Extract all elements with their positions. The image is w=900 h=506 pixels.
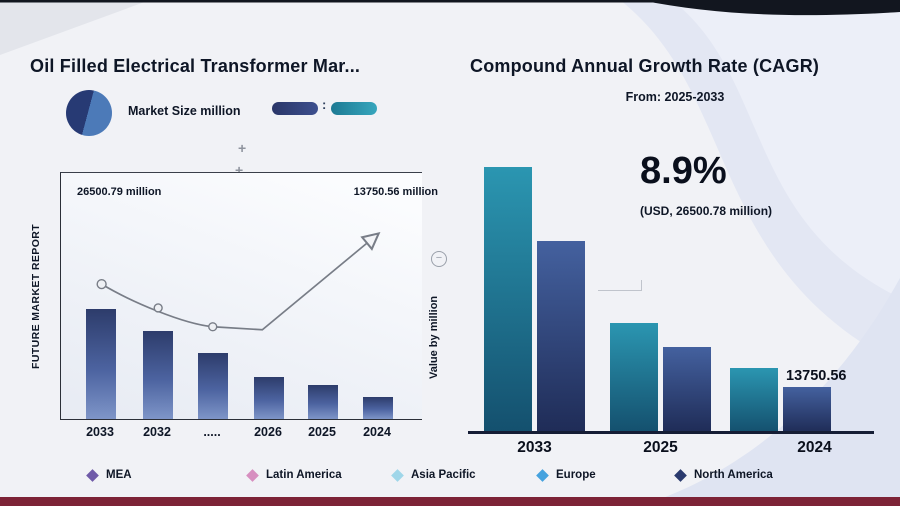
right-chart-subtitle: From: 2025-2033 <box>625 90 725 104</box>
curve-band-bottom-right <box>640 278 900 506</box>
left-x-label-2033: 2033 <box>86 425 114 439</box>
left-x-label-2026: 2026 <box>254 425 282 439</box>
plus-decoration-icon: + <box>235 162 244 178</box>
diamond-icon <box>674 468 687 482</box>
legend-item-north-america: North America <box>674 464 773 486</box>
left-chart-end-value: 13750.56 million <box>353 186 438 198</box>
right-x-label-2024: 2024 <box>797 439 832 456</box>
right-chart-bars: 2033 2025 2024 <box>470 167 872 456</box>
right-chart-title: Compound Annual Growth Rate (CAGR) <box>470 56 820 76</box>
top-right-dark-band <box>640 0 900 16</box>
pill-separator: : <box>322 97 327 112</box>
left-x-label-2025: 2025 <box>308 425 336 439</box>
diamond-icon <box>246 468 259 482</box>
left-chart-y-axis-label: FUTURE MARKET REPORT <box>30 223 42 369</box>
left-bar-2026 <box>254 377 284 419</box>
market-size-legend-label: Market Size million <box>128 104 241 118</box>
left-bar-..... <box>198 353 228 419</box>
right-bar-b-2024 <box>783 387 831 432</box>
diamond-icon <box>391 468 404 482</box>
legend-item-europe: Europe <box>536 464 596 486</box>
bracket-decoration <box>598 280 642 291</box>
right-chart-annotation: 13750.56 <box>786 368 847 384</box>
legend-label: Latin America <box>266 469 342 481</box>
legend-label: Asia Pacific <box>411 469 476 481</box>
region-legend: MEA Latin America Asia Pacific Europe North … <box>86 464 868 486</box>
minus-circle-icon: − <box>431 251 447 267</box>
legend-label: MEA <box>106 469 132 481</box>
diamond-icon <box>536 468 549 482</box>
legend-label: North America <box>694 469 773 481</box>
legend-label: Europe <box>556 469 596 481</box>
left-chart-title: Oil Filled Electrical Transformer Mar... <box>30 56 361 76</box>
right-bar-a-2025 <box>610 323 658 432</box>
left-chart-bars <box>61 173 422 419</box>
right-x-label-2025: 2025 <box>643 439 678 456</box>
teal-pill-icon <box>331 102 377 115</box>
legend-item-latin-america: Latin America <box>246 464 342 486</box>
bottom-accent-strip <box>0 497 900 506</box>
left-chart-x-axis: 2033 2032..... 2026 2025 2024 <box>60 425 422 441</box>
left-chart-panel: 26500.79 million 13750.56 million <box>60 172 438 420</box>
left-chart-start-value: 26500.79 million <box>77 186 162 198</box>
right-bar-b-2025 <box>663 347 711 432</box>
left-x-label-.....: ..... <box>203 425 221 439</box>
right-chart-baseline <box>468 431 874 434</box>
diamond-icon <box>86 468 99 482</box>
cagr-value: 8.9% <box>640 150 727 192</box>
right-bar-a-2033 <box>484 167 532 432</box>
corner-wedge <box>0 0 150 55</box>
left-bar-2033 <box>86 309 116 419</box>
left-bar-2032 <box>143 331 173 419</box>
left-x-label-2032: 2032 <box>143 425 171 439</box>
left-x-label-2024: 2024 <box>363 425 391 439</box>
right-chart-y-axis-label: Value by million <box>428 295 440 379</box>
legend-item-asia-pacific: Asia Pacific <box>391 464 476 486</box>
right-bar-a-2024 <box>730 368 778 432</box>
curve-band-inner <box>672 0 900 298</box>
top-edge-line <box>0 0 900 3</box>
left-bar-2025 <box>308 385 338 419</box>
sphere-icon <box>66 90 112 136</box>
plus-decoration-icon: + <box>238 140 247 156</box>
legend-item-mea: MEA <box>86 464 132 486</box>
cagr-detail: (USD, 26500.78 million) <box>640 204 773 218</box>
left-bar-2024 <box>363 397 393 419</box>
right-bar-b-2033 <box>537 241 585 432</box>
right-x-label-2033: 2033 <box>517 439 552 456</box>
navy-pill-icon <box>272 102 318 115</box>
